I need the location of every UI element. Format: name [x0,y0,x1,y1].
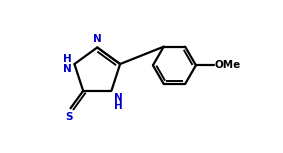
Text: H: H [114,101,123,111]
Text: N: N [93,34,102,44]
Text: N: N [114,93,123,103]
Text: OMe: OMe [215,60,241,70]
Text: S: S [66,112,73,122]
Text: H
N: H N [63,54,72,74]
